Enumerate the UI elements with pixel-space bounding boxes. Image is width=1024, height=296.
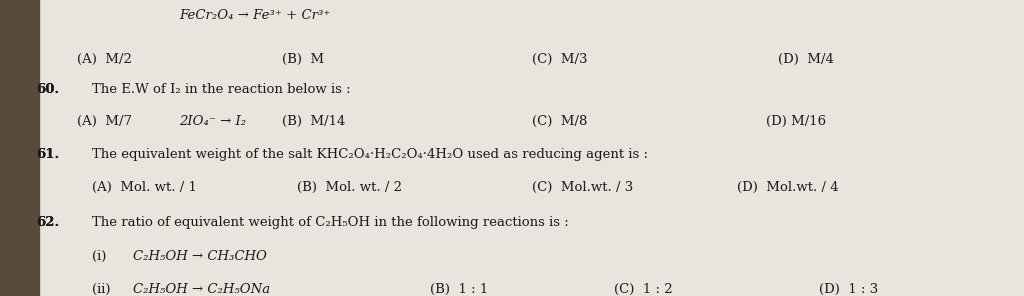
Text: (C)  M/3: (C) M/3 (532, 53, 588, 66)
Text: (A)  Mol. wt. / 1: (A) Mol. wt. / 1 (92, 181, 197, 194)
Text: 2IO₄⁻ → I₂: 2IO₄⁻ → I₂ (179, 115, 247, 128)
Text: 62.: 62. (36, 216, 59, 229)
Text: (D)  1 : 3: (D) 1 : 3 (819, 283, 879, 296)
Text: (B)  M/14: (B) M/14 (282, 115, 345, 128)
Text: The equivalent weight of the salt KHC₂O₄·H₂C₂O₄·4H₂O used as reducing agent is :: The equivalent weight of the salt KHC₂O₄… (92, 148, 648, 161)
Text: FeCr₂O₄ → Fe³⁺ + Cr³⁺: FeCr₂O₄ → Fe³⁺ + Cr³⁺ (179, 9, 331, 22)
Text: (B)  1 : 1: (B) 1 : 1 (430, 283, 488, 296)
Text: C₂H₅OH → CH₃CHO: C₂H₅OH → CH₃CHO (133, 250, 267, 263)
Text: 61.: 61. (36, 148, 59, 161)
Text: (D)  M/4: (D) M/4 (778, 53, 835, 66)
Text: (A)  M/2: (A) M/2 (77, 53, 132, 66)
Text: (B)  Mol. wt. / 2: (B) Mol. wt. / 2 (297, 181, 402, 194)
Text: The ratio of equivalent weight of C₂H₅OH in the following reactions is :: The ratio of equivalent weight of C₂H₅OH… (92, 216, 569, 229)
Text: (C)  Mol.wt. / 3: (C) Mol.wt. / 3 (532, 181, 634, 194)
Text: (ii): (ii) (92, 283, 111, 296)
Text: (C)  M/8: (C) M/8 (532, 115, 588, 128)
Text: (D)  Mol.wt. / 4: (D) Mol.wt. / 4 (737, 181, 839, 194)
Bar (0, 0, 39, 296)
Text: 60.: 60. (36, 83, 59, 96)
Text: The E.W of I₂ in the reaction below is :: The E.W of I₂ in the reaction below is : (92, 83, 351, 96)
Text: (i): (i) (92, 250, 106, 263)
Text: (B)  M: (B) M (282, 53, 324, 66)
Text: (A)  M/7: (A) M/7 (77, 115, 132, 128)
Text: 60.: 60. (36, 83, 59, 96)
Text: (D) M/16: (D) M/16 (766, 115, 826, 128)
Text: 62.: 62. (36, 216, 59, 229)
Text: (C)  1 : 2: (C) 1 : 2 (614, 283, 673, 296)
Text: 61.: 61. (36, 148, 59, 161)
Text: C₂H₅OH → C₂H₅ONa: C₂H₅OH → C₂H₅ONa (133, 283, 270, 296)
